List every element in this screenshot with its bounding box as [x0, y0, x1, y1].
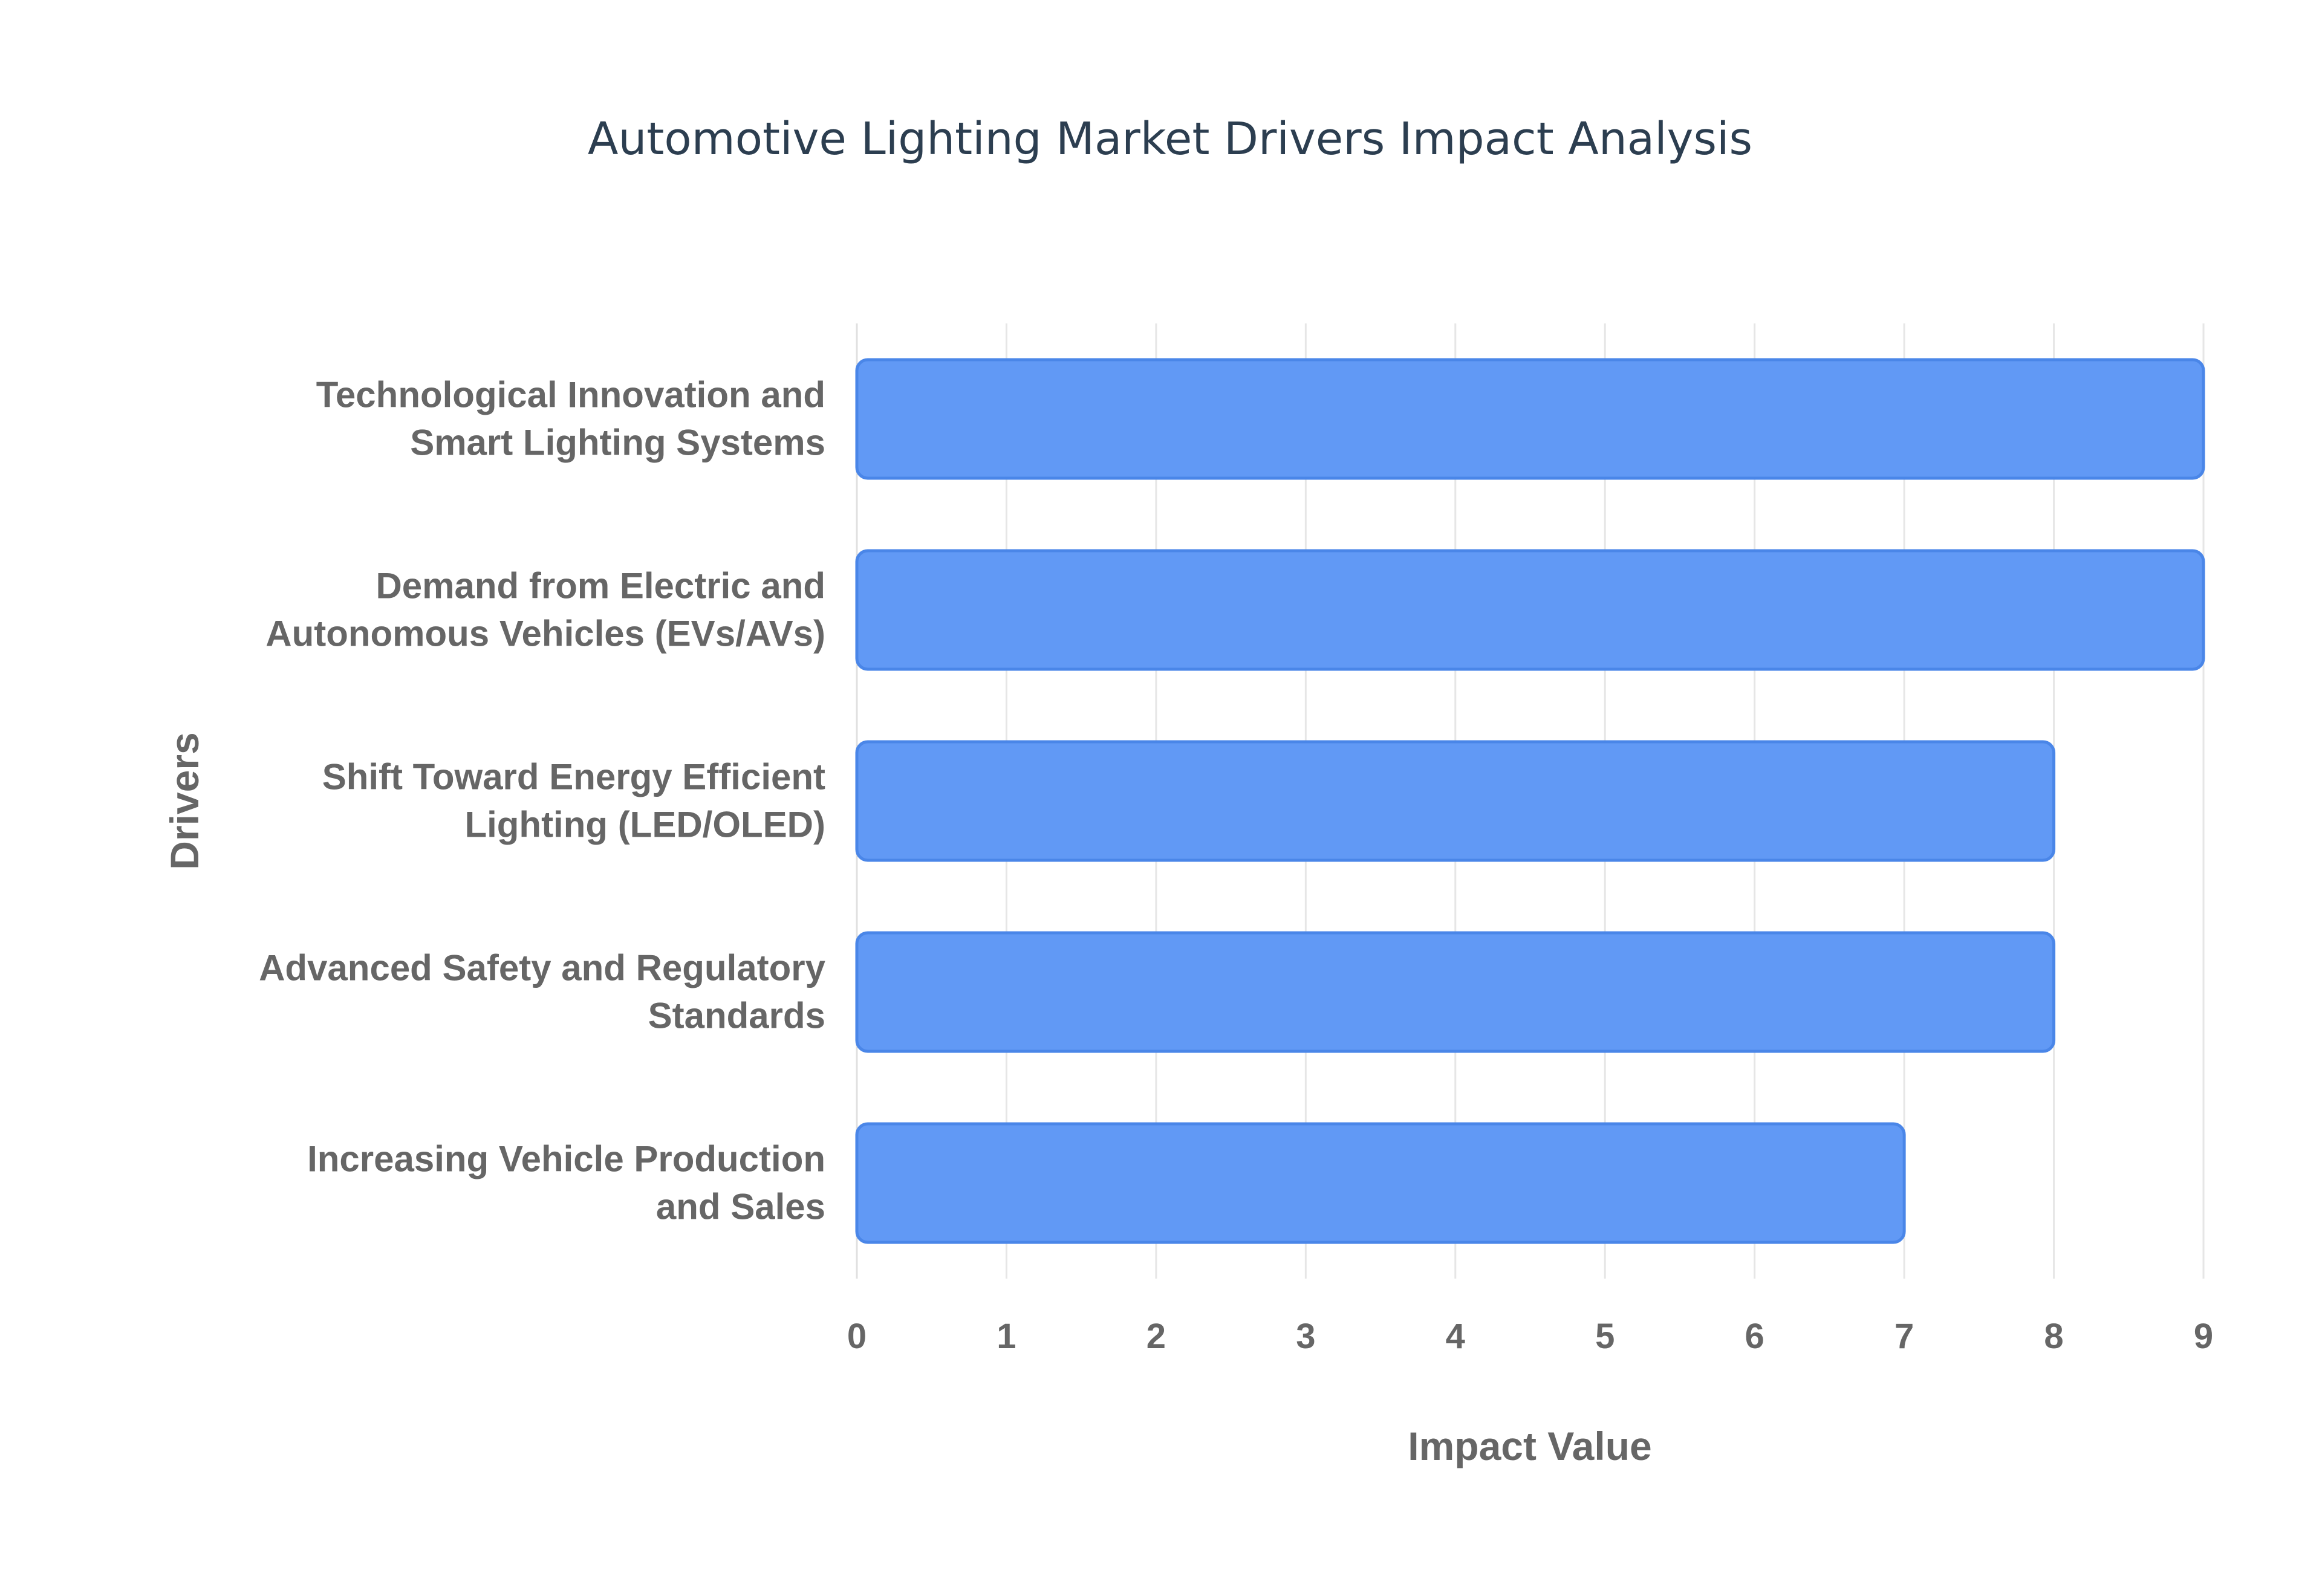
x-tick-label: 2 — [1146, 1317, 1166, 1356]
category-label-line: Technological Innovation and — [316, 375, 825, 415]
category-label-line: Smart Lighting Systems — [410, 423, 825, 463]
bar — [855, 740, 2056, 862]
x-tick-label: 5 — [1595, 1317, 1615, 1356]
x-tick-label: 4 — [1446, 1317, 1465, 1356]
x-tick-label: 6 — [1745, 1317, 1764, 1356]
bar — [855, 1122, 1906, 1244]
category-label-line: Autonomous Vehicles (EVs/AVs) — [265, 614, 825, 654]
category-label: Shift Toward Energy Efficient Lighting (L… — [322, 757, 825, 845]
category-label-line: Demand from Electric and — [376, 566, 825, 606]
category-label: Advanced Safety and Regulatory Standards — [259, 948, 826, 1036]
x-tick-label: 7 — [1894, 1317, 1914, 1356]
category-label: Demand from Electric and Autonomous Vehic… — [265, 566, 825, 654]
x-tick-label: 1 — [997, 1317, 1016, 1356]
x-tick-label: 8 — [2044, 1317, 2063, 1356]
bar-layer — [855, 358, 2205, 1244]
x-axis-title: Impact Value — [1408, 1424, 1652, 1468]
category-label-line: and Sales — [656, 1187, 825, 1227]
bar — [855, 931, 2056, 1053]
x-tick-label: 0 — [847, 1317, 867, 1356]
category-label-line: Standards — [648, 996, 825, 1036]
category-label-line: Shift Toward Energy Efficient — [322, 757, 825, 797]
category-label-line: Advanced Safety and Regulatory — [259, 948, 826, 988]
chart-title: Automotive Lighting Market Drivers Impac… — [588, 113, 1752, 165]
y-category-labels: Technological Innovation and Smart Lighti… — [259, 375, 826, 1227]
category-label-line: Increasing Vehicle Production — [307, 1139, 825, 1179]
bar — [855, 549, 2205, 671]
bar — [855, 358, 2205, 480]
y-axis-title: Drivers — [162, 732, 207, 870]
x-tick-labels: 0 1 2 3 4 5 6 7 8 9 — [847, 1317, 2213, 1356]
category-label: Increasing Vehicle Production and Sales — [307, 1139, 825, 1227]
category-label-line: Lighting (LED/OLED) — [464, 805, 825, 845]
x-tick-label: 3 — [1296, 1317, 1315, 1356]
x-tick-label: 9 — [2194, 1317, 2213, 1356]
category-label: Technological Innovation and Smart Lighti… — [316, 375, 825, 463]
